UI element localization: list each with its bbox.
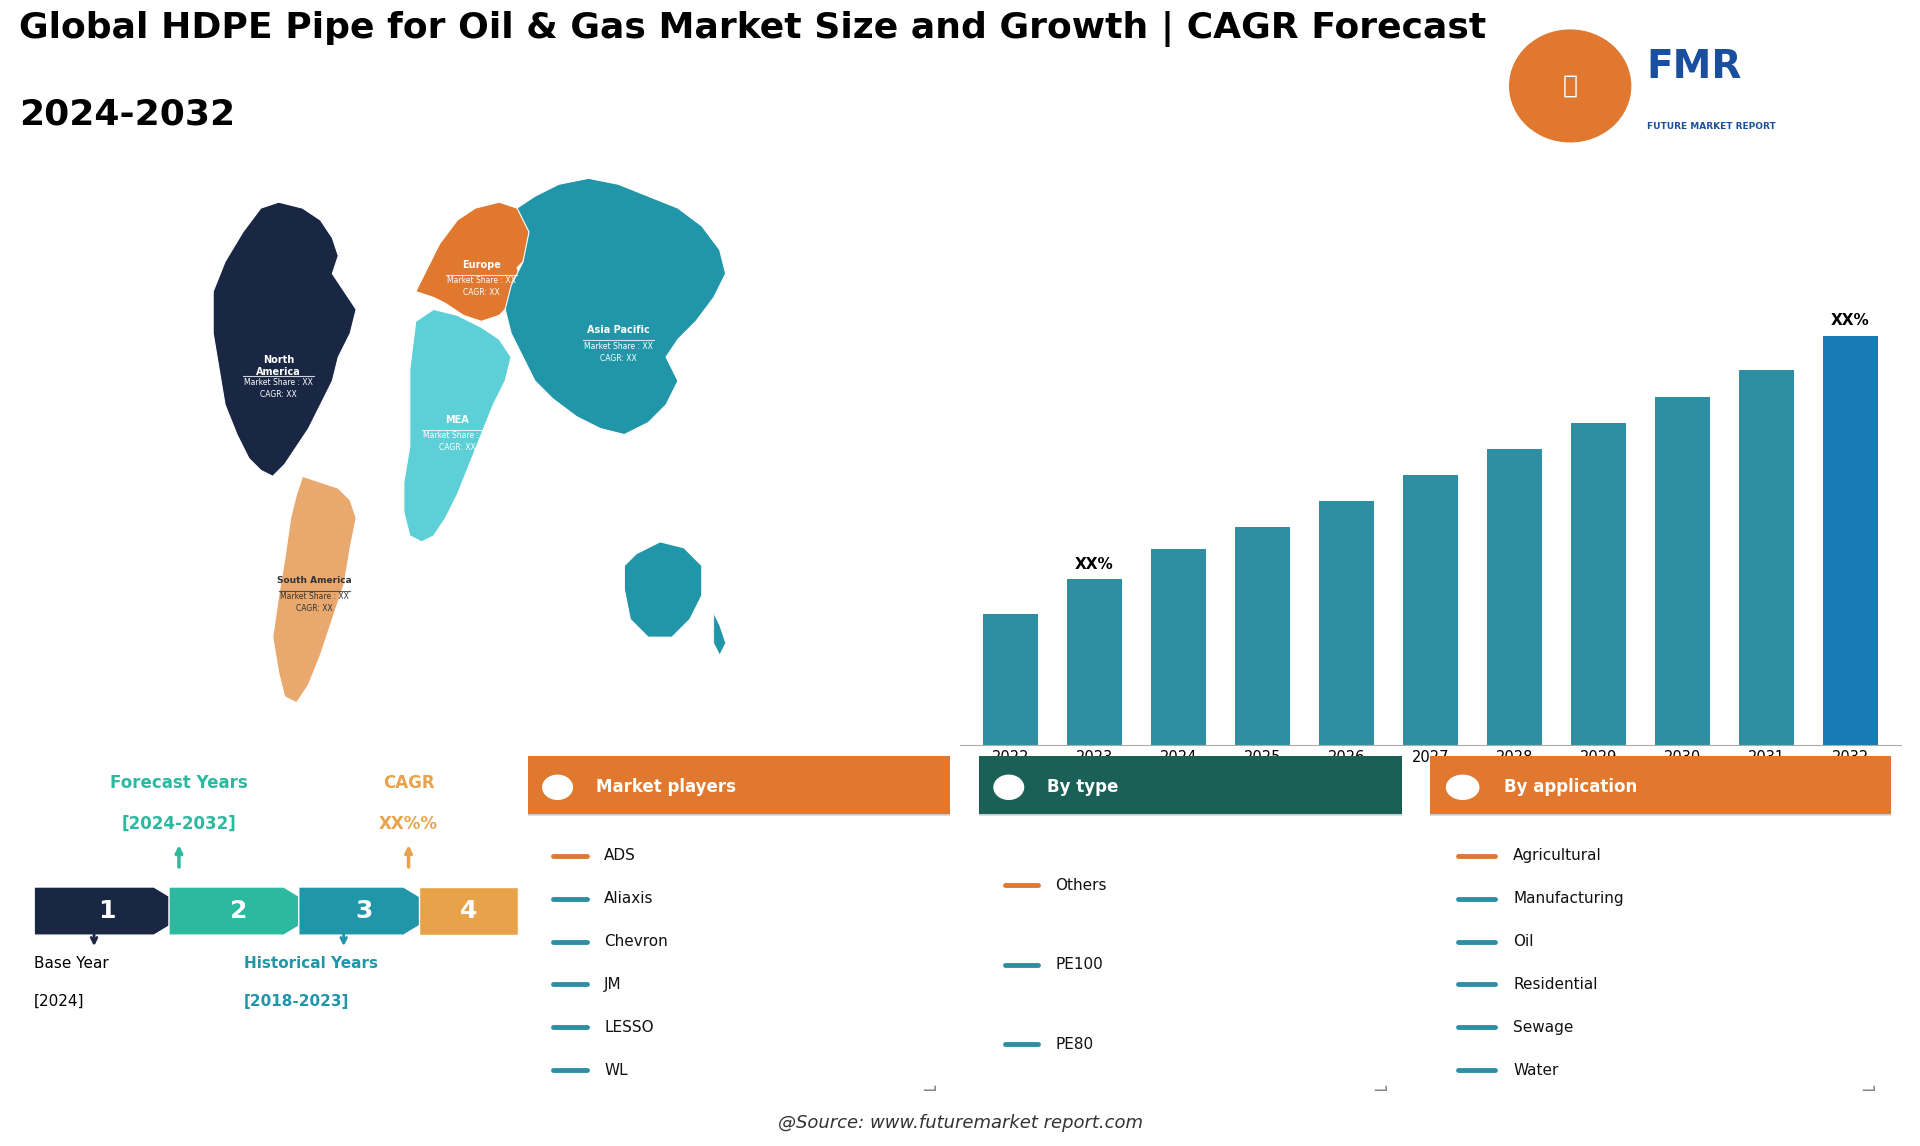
FancyBboxPatch shape: [515, 746, 964, 829]
Text: North
America: North America: [257, 355, 301, 377]
Text: CAGR: XX: CAGR: XX: [601, 354, 637, 363]
Text: 1: 1: [98, 900, 115, 923]
Text: By type: By type: [1046, 778, 1117, 796]
Polygon shape: [714, 613, 726, 656]
Text: Aliaxis: Aliaxis: [605, 892, 653, 906]
Text: ⌐: ⌐: [1369, 1077, 1384, 1097]
Text: XX%: XX%: [1075, 557, 1114, 572]
Text: Water: Water: [1513, 1062, 1559, 1077]
Polygon shape: [419, 887, 518, 935]
Text: By application: By application: [1503, 778, 1638, 796]
Text: Chevron: Chevron: [605, 934, 668, 949]
Circle shape: [1446, 775, 1478, 800]
Bar: [1824, 336, 1878, 745]
Text: CAGR: XX: CAGR: XX: [440, 444, 476, 453]
Text: CAGR: XX: CAGR: XX: [296, 604, 332, 613]
Text: JM: JM: [605, 978, 622, 992]
Polygon shape: [300, 887, 444, 935]
Text: XX%: XX%: [1832, 313, 1870, 328]
Bar: [1319, 501, 1373, 745]
Text: Residential: Residential: [1513, 978, 1597, 992]
FancyBboxPatch shape: [520, 815, 958, 1107]
Bar: [1571, 423, 1626, 745]
Text: ⌐: ⌐: [918, 1077, 933, 1097]
Polygon shape: [403, 309, 511, 542]
Polygon shape: [505, 179, 726, 434]
Text: ADS: ADS: [605, 848, 636, 863]
Polygon shape: [417, 202, 541, 321]
Text: Market Share : XX: Market Share : XX: [584, 342, 653, 351]
Text: Base Year: Base Year: [35, 956, 109, 971]
Text: Market Share : XX: Market Share : XX: [447, 276, 516, 285]
Text: PE80: PE80: [1056, 1037, 1092, 1052]
Text: 2: 2: [230, 900, 248, 923]
Bar: [1235, 527, 1290, 745]
Bar: [1404, 474, 1457, 745]
Circle shape: [1509, 30, 1630, 142]
Text: FMR: FMR: [1647, 48, 1741, 86]
Text: Agricultural: Agricultural: [1513, 848, 1601, 863]
FancyBboxPatch shape: [1417, 746, 1905, 829]
Text: CAGR: XX: CAGR: XX: [261, 390, 298, 399]
Text: ⌐: ⌐: [1857, 1077, 1872, 1097]
Bar: [1488, 449, 1542, 745]
Text: Others: Others: [1056, 878, 1106, 893]
Text: 4: 4: [459, 900, 478, 923]
Text: Market Share : XX: Market Share : XX: [244, 378, 313, 386]
Text: South America: South America: [276, 576, 351, 586]
Polygon shape: [213, 202, 357, 477]
Text: Market Share : XX: Market Share : XX: [280, 592, 349, 602]
Bar: [1740, 370, 1793, 745]
Polygon shape: [35, 887, 194, 935]
Circle shape: [543, 775, 572, 800]
Text: PE100: PE100: [1056, 957, 1102, 973]
Text: Market Share : XX: Market Share : XX: [422, 431, 492, 440]
Text: CAGR: CAGR: [382, 774, 434, 792]
Text: [2018-2023]: [2018-2023]: [244, 994, 349, 1008]
FancyBboxPatch shape: [966, 746, 1415, 829]
Polygon shape: [624, 542, 703, 637]
Text: Sewage: Sewage: [1513, 1020, 1574, 1035]
Text: 3: 3: [355, 900, 372, 923]
Text: Europe: Europe: [463, 260, 501, 269]
Text: [2024]: [2024]: [35, 994, 84, 1008]
Text: FUTURE MARKET REPORT: FUTURE MARKET REPORT: [1647, 123, 1776, 132]
Text: @Source: www.futuremarket report.com: @Source: www.futuremarket report.com: [778, 1114, 1142, 1132]
Bar: [1068, 580, 1121, 745]
Text: 2024-2032: 2024-2032: [19, 97, 236, 132]
Text: 🔭: 🔭: [1563, 74, 1578, 97]
Text: Forecast Years: Forecast Years: [109, 774, 248, 792]
Text: XX%%: XX%%: [378, 815, 438, 833]
FancyBboxPatch shape: [972, 815, 1409, 1107]
Bar: [1152, 549, 1206, 745]
Polygon shape: [169, 887, 324, 935]
Text: Historical Years: Historical Years: [244, 956, 378, 971]
Text: MEA: MEA: [445, 415, 468, 425]
Text: Market players: Market players: [595, 778, 735, 796]
Bar: [983, 614, 1037, 745]
Circle shape: [995, 775, 1023, 800]
Polygon shape: [273, 477, 357, 702]
Text: Oil: Oil: [1513, 934, 1534, 949]
Text: WL: WL: [605, 1062, 628, 1077]
Text: Manufacturing: Manufacturing: [1513, 892, 1624, 906]
Text: CAGR: XX: CAGR: XX: [463, 289, 499, 297]
Text: Global HDPE Pipe for Oil & Gas Market Size and Growth | CAGR Forecast: Global HDPE Pipe for Oil & Gas Market Si…: [19, 11, 1486, 47]
FancyBboxPatch shape: [1421, 815, 1901, 1107]
Text: [2024-2032]: [2024-2032]: [121, 815, 236, 833]
Text: Asia Pacific: Asia Pacific: [588, 325, 649, 336]
Text: LESSO: LESSO: [605, 1020, 653, 1035]
Bar: [1655, 397, 1709, 745]
